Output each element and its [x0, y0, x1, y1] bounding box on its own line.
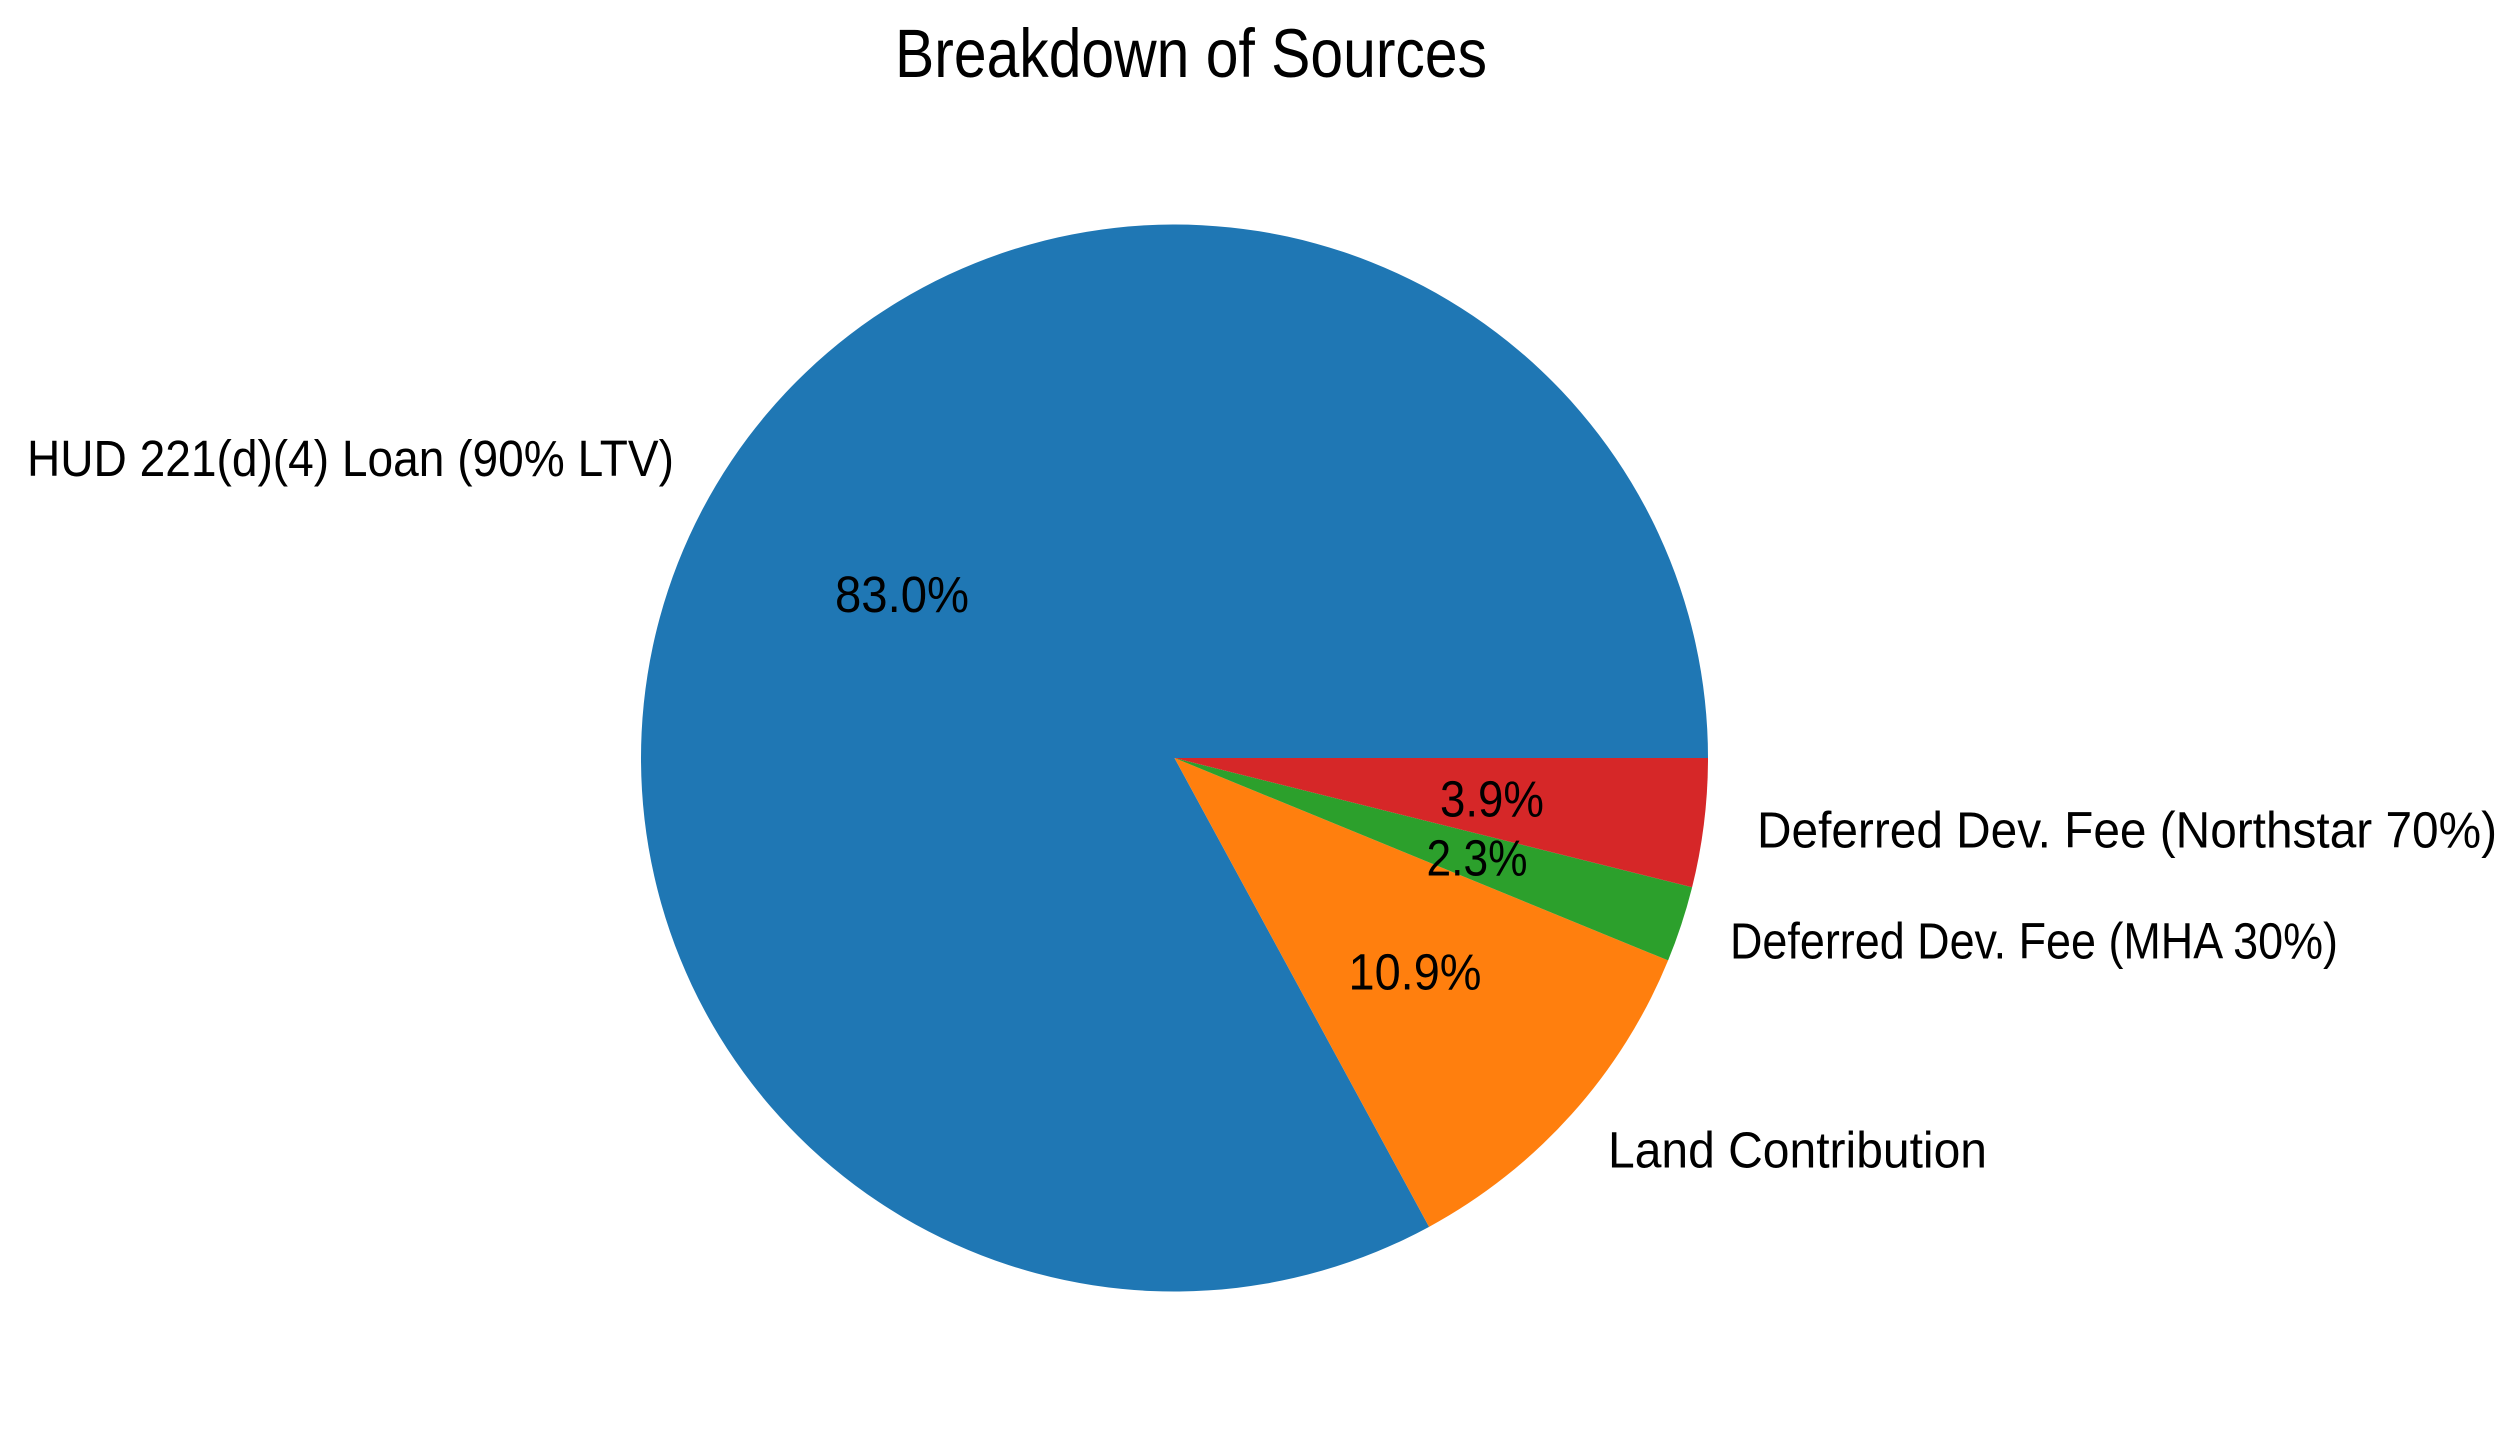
svg-text:Land Contribution: Land Contribution	[1608, 1122, 1987, 1179]
svg-text:83.0%: 83.0%	[835, 566, 969, 623]
svg-text:Deferred Dev. Fee (Northstar 7: Deferred Dev. Fee (Northstar 70%)	[1757, 802, 2497, 859]
svg-text:10.9%: 10.9%	[1349, 944, 1482, 1001]
svg-text:2.3%: 2.3%	[1427, 830, 1528, 887]
svg-text:Deferred Dev. Fee (MHA 30%): Deferred Dev. Fee (MHA 30%)	[1730, 913, 2338, 970]
svg-text:3.9%: 3.9%	[1440, 771, 1544, 828]
svg-text:Breakdown of Sources: Breakdown of Sources	[895, 15, 1487, 92]
svg-text:HUD 221(d)(4) Loan (90% LTV): HUD 221(d)(4) Loan (90% LTV)	[27, 430, 674, 487]
